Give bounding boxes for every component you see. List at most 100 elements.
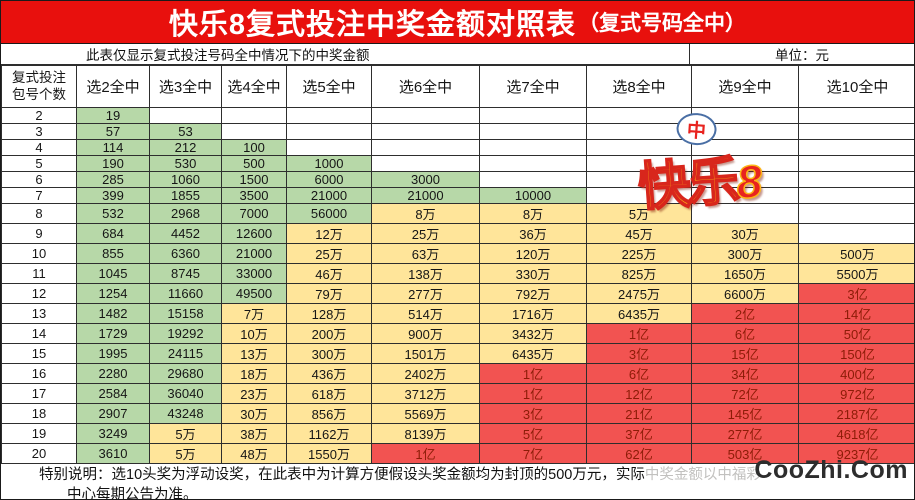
table-row: 5 190 530 500 1000 xyxy=(1,155,914,172)
prize-cell: 29680 xyxy=(149,363,222,384)
prize-cell xyxy=(286,139,372,156)
prize-cell xyxy=(479,171,587,188)
prize-cell: 24115 xyxy=(149,343,222,364)
prize-cell: 5万 xyxy=(586,203,692,224)
table-row: 7 399 1855 3500 21000 21000 10000 xyxy=(1,187,914,204)
prize-cell: 37亿 xyxy=(586,423,692,444)
prize-cell xyxy=(798,171,914,188)
prize-cell: 3000 xyxy=(371,171,480,188)
prize-cell: 4618亿 xyxy=(798,423,914,444)
prize-cell: 2280 xyxy=(76,363,150,384)
prize-cell: 8745 xyxy=(149,263,222,284)
prize-cell: 5500万 xyxy=(798,263,914,284)
prize-cell: 5万 xyxy=(149,443,222,464)
column-header-pick-6: 选6全中 xyxy=(371,65,480,108)
prize-cell xyxy=(286,107,372,124)
prize-cell xyxy=(371,123,480,140)
prize-cell: 5万 xyxy=(149,423,222,444)
prize-cell: 21亿 xyxy=(586,403,692,424)
subtitle-note: 此表仅显示复式投注号码全中情况下的中奖金额 xyxy=(86,48,370,63)
prize-cell: 1716万 xyxy=(479,303,587,324)
prize-cell: 190 xyxy=(76,155,150,172)
prize-cell: 33000 xyxy=(221,263,287,284)
prize-cell: 7000 xyxy=(221,203,287,224)
prize-cell xyxy=(691,139,799,156)
prize-cell: 3712万 xyxy=(371,383,480,404)
prize-cell: 500 xyxy=(221,155,287,172)
prize-cell: 145亿 xyxy=(691,403,799,424)
prize-cell: 1500 xyxy=(221,171,287,188)
prize-cell xyxy=(479,107,587,124)
row-count-cell: 17 xyxy=(1,383,77,404)
prize-cell: 972亿 xyxy=(798,383,914,404)
column-header-pick-4: 选4全中 xyxy=(221,65,287,108)
prize-cell: 2187亿 xyxy=(798,403,914,424)
prize-cell xyxy=(798,107,914,124)
prize-cell: 1亿 xyxy=(586,323,692,344)
prize-cell: 436万 xyxy=(286,363,372,384)
prize-cell: 14亿 xyxy=(798,303,914,324)
prize-cell: 72亿 xyxy=(691,383,799,404)
footer-line1-text: 特别说明：选10头奖为浮动设奖，在此表中为计算方便假设头奖金额均为封顶的500万… xyxy=(39,467,645,483)
prize-cell: 19 xyxy=(76,107,150,124)
prize-cell: 3249 xyxy=(76,423,150,444)
row-count-cell: 2 xyxy=(1,107,77,124)
unit-label: 单位：元 xyxy=(689,44,914,64)
prize-cell: 30万 xyxy=(691,223,799,244)
prize-cell: 50亿 xyxy=(798,323,914,344)
prize-cell: 618万 xyxy=(286,383,372,404)
prize-cell: 2亿 xyxy=(691,303,799,324)
prize-cell: 8万 xyxy=(371,203,480,224)
prize-cell: 200万 xyxy=(286,323,372,344)
prize-cell xyxy=(691,171,799,188)
prize-cell: 225万 xyxy=(586,243,692,264)
table-wrap: 复式投注 包号个数 选2全中 选3全中 选4全中 选5全中 选6全中 选7全中 选8全中 选9全中… xyxy=(1,65,914,464)
row-count-cell: 8 xyxy=(1,203,77,224)
prize-cell: 3亿 xyxy=(586,343,692,364)
prize-cell xyxy=(798,187,914,204)
table-row: 20 3610 5万 48万 1550万 1亿 7亿 62亿 503亿 9237亿 xyxy=(1,443,914,464)
prize-cell xyxy=(586,123,692,140)
row-count-cell: 12 xyxy=(1,283,77,304)
prize-cell: 34亿 xyxy=(691,363,799,384)
prize-cell: 12600 xyxy=(221,223,287,244)
prize-cell: 1045 xyxy=(76,263,150,284)
prize-cell: 25万 xyxy=(286,243,372,264)
prize-cell: 6600万 xyxy=(691,283,799,304)
prize-cell: 150亿 xyxy=(798,343,914,364)
prize-cell: 38万 xyxy=(221,423,287,444)
prize-cell: 6000 xyxy=(286,171,372,188)
row-count-cell: 9 xyxy=(1,223,77,244)
table-body: 2 19 3 57 53 4 114 212 100 5 190 530 500 1000 6 285 1060… xyxy=(1,107,914,464)
table-row: 6 285 1060 1500 6000 3000 xyxy=(1,171,914,188)
table-head: 复式投注 包号个数 选2全中 选3全中 选4全中 选5全中 选6全中 选7全中 选8全中 选9全中… xyxy=(1,65,914,108)
prize-cell: 21000 xyxy=(221,243,287,264)
row-count-cell: 20 xyxy=(1,443,77,464)
prize-cell: 6亿 xyxy=(691,323,799,344)
prize-cell: 530 xyxy=(149,155,222,172)
prize-cell: 23万 xyxy=(221,383,287,404)
row-count-cell: 11 xyxy=(1,263,77,284)
subtitle-row: 此表仅显示复式投注号码全中情况下的中奖金额 单位：元 xyxy=(1,44,914,65)
table-row: 16 2280 29680 18万 436万 2402万 1亿 6亿 34亿 400亿 xyxy=(1,363,914,384)
prize-cell xyxy=(479,139,587,156)
page-title: 快乐8复式投注中奖金额对照表 （复式号码全中） xyxy=(1,1,914,44)
prize-cell: 399 xyxy=(76,187,150,204)
prize-cell: 21000 xyxy=(371,187,480,204)
table-row: 17 2584 36040 23万 618万 3712万 1亿 12亿 72亿 972亿 xyxy=(1,383,914,404)
footer-line1: 特别说明：选10头奖为浮动设奖，在此表中为计算方便假设头奖金额均为封顶的500万… xyxy=(1,465,914,485)
prize-cell: 128万 xyxy=(286,303,372,324)
prize-cell: 8万 xyxy=(479,203,587,224)
prize-cell: 277万 xyxy=(371,283,480,304)
prize-cell: 2475万 xyxy=(586,283,692,304)
prize-table: 复式投注 包号个数 选2全中 选3全中 选4全中 选5全中 选6全中 选7全中 选8全中 选9全中… xyxy=(1,65,914,464)
prize-cell xyxy=(586,171,692,188)
prize-cell: 10万 xyxy=(221,323,287,344)
corner-header: 复式投注 包号个数 xyxy=(1,65,77,108)
table-row: 8 532 2968 7000 56000 8万 8万 5万 xyxy=(1,203,914,224)
table-row: 18 2907 43248 30万 856万 5569万 3亿 21亿 145亿 2187亿 xyxy=(1,403,914,424)
row-count-cell: 10 xyxy=(1,243,77,264)
prize-cell: 900万 xyxy=(371,323,480,344)
row-count-cell: 4 xyxy=(1,139,77,156)
table-row: 2 19 xyxy=(1,107,914,124)
